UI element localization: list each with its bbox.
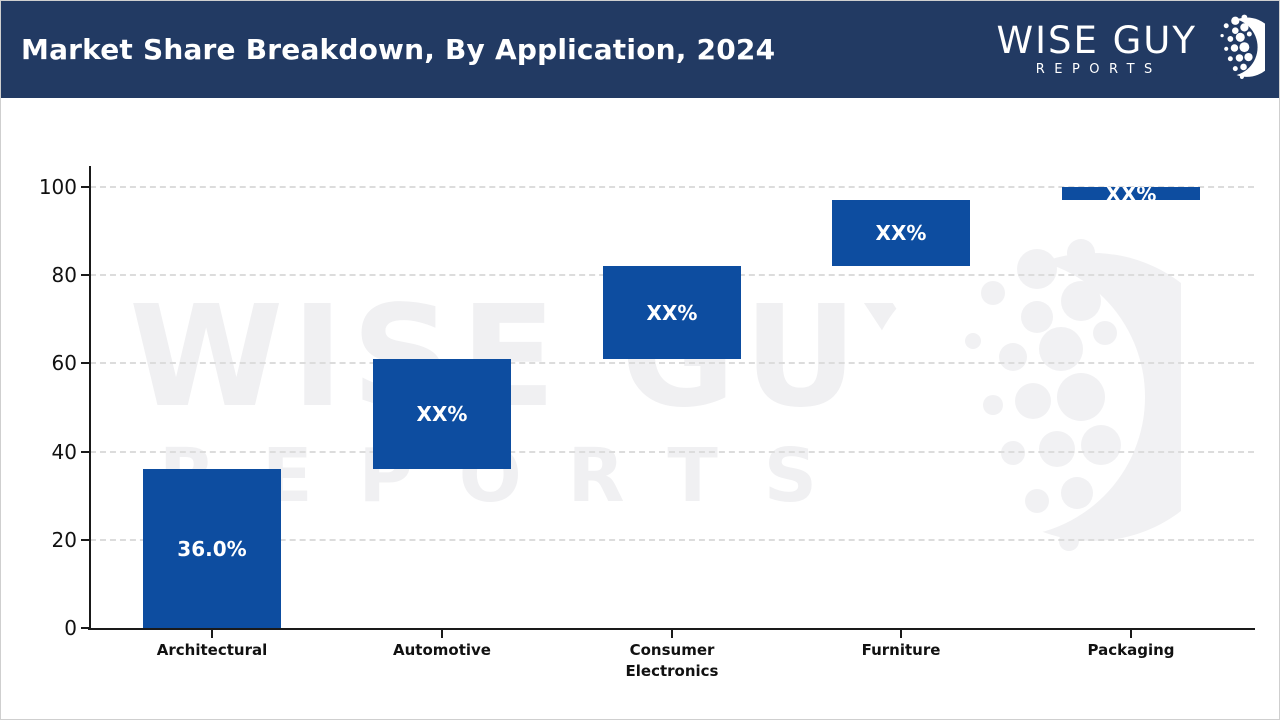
bar-value-label: XX% [646, 300, 698, 325]
category-label-3: Furniture [861, 641, 941, 659]
x-tick-4 [1130, 630, 1132, 638]
header-bar: Market Share Breakdown, By Application, … [1, 1, 1279, 98]
category-label-0: Architectural [156, 641, 268, 659]
bar-value-label: 36.0% [177, 536, 247, 561]
y-tick-label-60: 60 [51, 351, 77, 376]
bar-architectural: 36.0% [143, 469, 281, 628]
category-label-2: Consumer Electronics [625, 641, 719, 680]
y-tick-0 [81, 627, 90, 629]
chart-title: Market Share Breakdown, By Application, … [21, 33, 776, 66]
category-label-1: Automotive [393, 641, 491, 659]
y-tick-label-100: 100 [38, 175, 77, 199]
logo-text: WISE GUY REPORTS [997, 22, 1197, 77]
wiseguy-logo: WISE GUY REPORTS [997, 10, 1277, 90]
y-tick-label-20: 20 [51, 527, 77, 552]
logo-face-icon [1199, 10, 1277, 90]
y-tick-80 [81, 274, 90, 277]
y-tick-label-0: 0 [64, 616, 77, 640]
bar-value-label: XX% [875, 221, 927, 246]
x-tick-2 [671, 630, 673, 638]
y-tick-100 [81, 186, 90, 188]
bar-consumer-electronics: XX% [603, 266, 741, 359]
bar-value-label: XX% [416, 402, 468, 427]
y-tick-label-40: 40 [51, 439, 77, 464]
y-axis-line [89, 166, 91, 629]
y-tick-20 [81, 538, 90, 541]
x-axis-line [88, 628, 1255, 630]
watermark-wordmark: WISE GUY [129, 276, 975, 439]
x-tick-0 [211, 630, 213, 638]
bar-value-label: XX% [1105, 187, 1157, 201]
gridline-60 [90, 362, 1254, 365]
bar-packaging: XX% [1062, 187, 1200, 201]
category-label-4: Packaging [1087, 641, 1175, 659]
y-tick-60 [81, 362, 90, 365]
logo-subtext: REPORTS [1035, 62, 1162, 77]
gridline-20 [90, 538, 1254, 541]
y-tick-label-80: 80 [51, 263, 77, 288]
x-tick-1 [441, 630, 443, 638]
gridline-40 [90, 450, 1254, 453]
logo-wordmark: WISE GUY [996, 19, 1197, 62]
watermark-face-icon [861, 211, 1237, 595]
x-tick-3 [900, 630, 902, 638]
gridline-100 [90, 186, 1254, 188]
bar-automotive: XX% [373, 358, 511, 470]
y-tick-40 [81, 450, 90, 453]
bar-furniture: XX% [832, 200, 970, 267]
